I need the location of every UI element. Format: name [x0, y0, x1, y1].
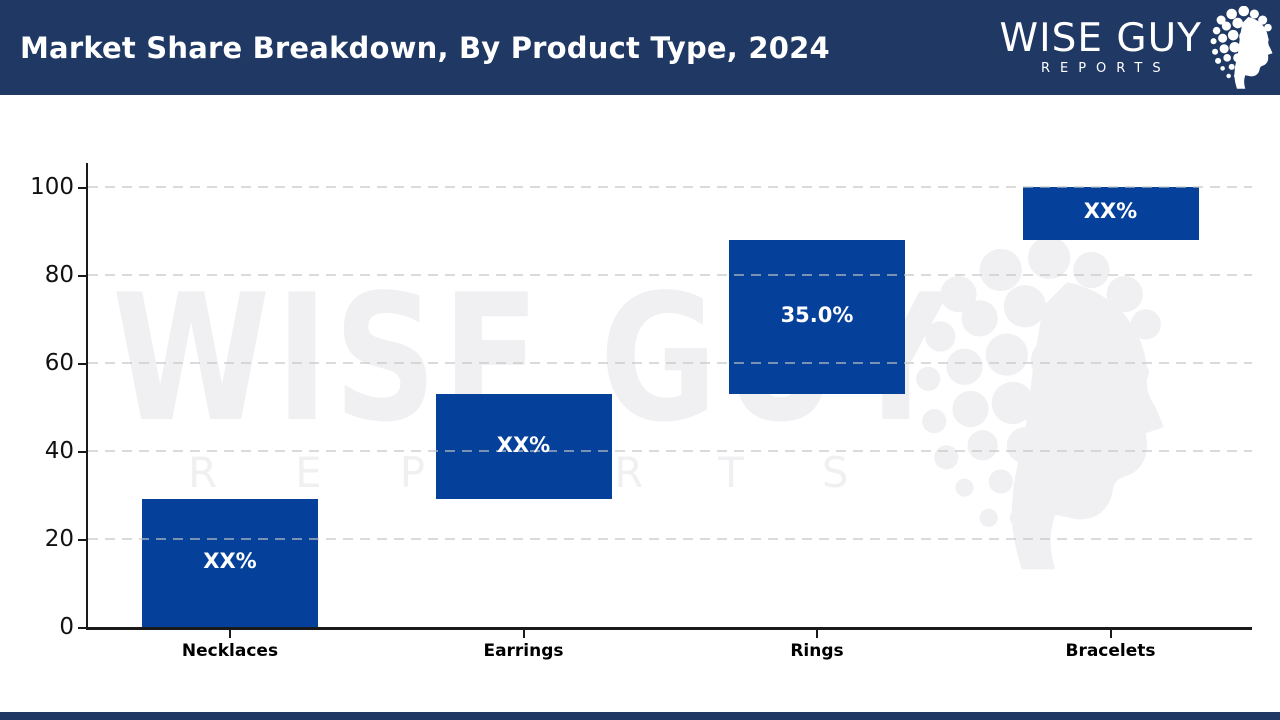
y-axis-tick-60 — [78, 363, 86, 365]
bar-bracelets — [1022, 187, 1199, 240]
x-axis-tick-rings — [816, 630, 818, 638]
bar-value-label-rings: 35.0% — [780, 302, 854, 327]
x-axis-label-earrings: Earrings — [483, 641, 564, 661]
bar-earrings — [435, 393, 612, 500]
wiseguy-logo-line2: REPORTS — [1040, 61, 1171, 76]
header-bar: Market Share Breakdown, By Product Type,… — [0, 0, 1280, 95]
y-axis-label-100: 100 — [30, 174, 74, 200]
x-axis-tick-necklaces — [229, 630, 231, 638]
footer-bar — [0, 712, 1280, 720]
y-axis-label-80: 80 — [44, 262, 74, 288]
gridline-60 — [88, 362, 1252, 364]
y-axis-tick-80 — [78, 275, 86, 277]
page-title: Market Share Breakdown, By Product Type,… — [20, 30, 830, 65]
x-axis-tick-bracelets — [1109, 630, 1112, 638]
y-axis-label-0: 0 — [59, 614, 74, 640]
y-axis-label-20: 20 — [44, 526, 74, 552]
gridline-40 — [88, 450, 1252, 452]
x-axis-label-rings: Rings — [790, 641, 844, 661]
bar-value-label-bracelets: XX% — [1083, 199, 1138, 224]
bar-value-label-earrings: XX% — [496, 432, 551, 457]
y-axis-tick-40 — [78, 451, 86, 453]
gridline-20 — [88, 538, 1252, 540]
x-axis-tick-earrings — [522, 630, 525, 638]
y-axis-tick-20 — [78, 539, 86, 541]
wiseguy-logo-line1: WISE GUY — [999, 16, 1202, 61]
x-axis-label-bracelets: Bracelets — [1065, 641, 1156, 661]
bar-rings — [729, 239, 905, 394]
x-axis-spine — [86, 627, 1252, 630]
gridline-100 — [88, 186, 1252, 188]
wiseguy-logo-text: WISE GUY REPORTS — [999, 16, 1202, 77]
head-profile-dots-icon — [1210, 6, 1273, 89]
bar-necklaces — [142, 499, 318, 627]
y-axis-tick-0 — [78, 627, 86, 629]
y-axis-spine — [86, 163, 88, 629]
y-axis-label-60: 60 — [44, 350, 74, 376]
y-axis-label-40: 40 — [44, 438, 74, 464]
wiseguy-logo: WISE GUY REPORTS — [1000, 0, 1274, 95]
bar-value-label-necklaces: XX% — [203, 549, 257, 574]
y-axis-tick-100 — [78, 187, 86, 189]
x-axis-label-necklaces: Necklaces — [181, 641, 279, 661]
gridline-80 — [88, 274, 1252, 276]
